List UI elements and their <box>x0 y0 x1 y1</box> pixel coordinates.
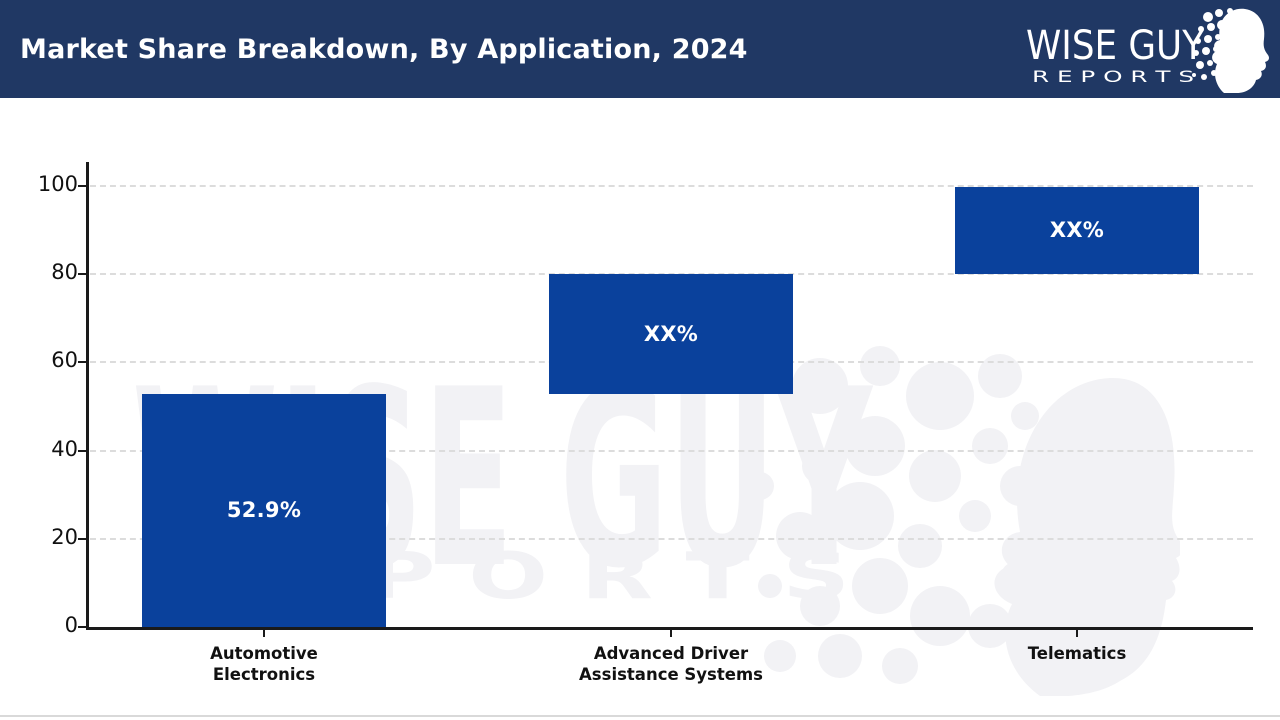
y-axis-tick-label: 60 <box>51 348 78 373</box>
y-axis-spine <box>86 162 89 629</box>
chart-area: WISE GUY R E P O R T S 0 20 40 60 80 100 52.9%… <box>0 98 1280 720</box>
x-axis-tickmark <box>1076 630 1078 637</box>
bar-segment: 52.9% <box>142 393 386 627</box>
bar-segment: XX% <box>955 186 1199 275</box>
x-axis-tickmark <box>670 630 672 637</box>
page-title: Market Share Breakdown, By Application, … <box>20 33 748 65</box>
y-axis-tick-label: 100 <box>37 171 78 196</box>
y-axis-tickmark <box>78 537 88 540</box>
logo-subword: R E P O R T S <box>1032 67 1194 86</box>
bar-value-label: XX% <box>1049 218 1105 243</box>
y-axis-tickmark <box>78 449 88 452</box>
y-axis-tick-label: 80 <box>51 260 78 285</box>
bar-segment: XX% <box>549 274 793 394</box>
logo-face-dots-icon <box>1192 8 1269 94</box>
y-axis-tick-label: 40 <box>51 436 78 461</box>
y-axis-tickmark <box>78 184 88 187</box>
x-axis-category-label: Telematics <box>1027 644 1127 663</box>
y-axis-tickmark <box>78 626 88 628</box>
x-axis-category-label: Advanced Driver Assistance Systems <box>579 644 763 685</box>
y-gridline <box>90 449 1253 452</box>
x-axis-category-label: Automotive Electronics <box>210 644 318 685</box>
logo-head-profile-icon <box>1212 8 1269 94</box>
x-axis-tickmark <box>263 630 265 637</box>
y-gridline <box>90 537 1253 540</box>
x-axis-spine <box>86 627 1253 630</box>
bar-value-label: 52.9% <box>226 498 302 523</box>
y-axis-tickmark <box>78 273 88 276</box>
wise-guy-logo: WISE GUY R E P O R T S <box>1026 8 1269 94</box>
bottom-divider <box>0 715 1280 717</box>
bar-value-label: XX% <box>643 321 699 346</box>
y-axis-tick-label: 20 <box>51 524 78 549</box>
logo-wordmark: WISE GUY <box>1026 23 1205 69</box>
y-axis-tick-label: 0 <box>64 613 78 637</box>
y-axis-tickmark <box>78 361 88 364</box>
header-banner: Market Share Breakdown, By Application, … <box>0 0 1280 98</box>
y-gridline <box>90 184 1253 187</box>
